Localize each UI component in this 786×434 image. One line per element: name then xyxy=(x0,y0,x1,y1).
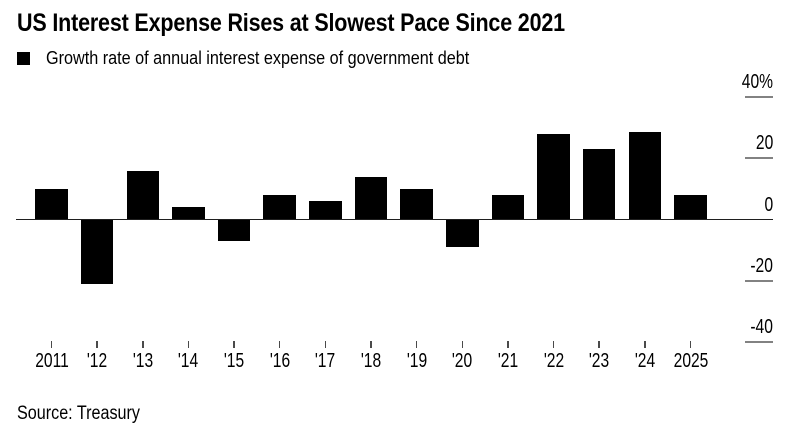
bar xyxy=(35,188,68,220)
x-axis-label: '24 xyxy=(634,350,655,372)
y-axis-tick xyxy=(745,157,773,160)
bar xyxy=(400,188,433,220)
x-axis-tick xyxy=(644,341,646,348)
bar xyxy=(674,195,707,220)
x-axis-label: '19 xyxy=(406,350,427,372)
bar xyxy=(309,201,342,220)
y-axis-label: 0 xyxy=(764,193,773,216)
bar xyxy=(491,195,525,220)
x-axis-label: '17 xyxy=(315,350,336,372)
x-axis-tick xyxy=(415,341,418,348)
x-axis-label: 2025 xyxy=(673,350,708,372)
x-axis-tick xyxy=(142,341,144,348)
y-axis-tick xyxy=(745,279,773,282)
y-axis-label: 40% xyxy=(741,71,773,94)
chart-title: US Interest Expense Rises at Slowest Pac… xyxy=(17,9,565,37)
x-axis-tick xyxy=(552,341,555,348)
bar xyxy=(446,219,479,247)
x-axis-tick xyxy=(324,341,327,348)
x-axis-tick xyxy=(187,341,190,348)
bar xyxy=(126,170,159,220)
legend-swatch-icon xyxy=(17,51,30,65)
x-axis-label: '20 xyxy=(452,350,473,372)
y-axis-label: 20 xyxy=(755,132,773,155)
x-axis-tick xyxy=(370,341,372,348)
x-axis-label: '16 xyxy=(269,350,290,372)
x-axis-label: '21 xyxy=(497,350,519,372)
bar xyxy=(537,133,570,220)
x-axis-label: '23 xyxy=(589,350,610,372)
x-axis-label: 2011 xyxy=(34,350,69,372)
x-axis-label: '18 xyxy=(360,350,382,372)
zero-axis-line xyxy=(16,218,773,221)
x-axis-label: '22 xyxy=(543,350,564,372)
x-axis-tick xyxy=(96,341,98,348)
bar xyxy=(354,176,388,220)
source-note: Source: Treasury xyxy=(17,403,140,424)
bar xyxy=(628,132,662,220)
x-axis-label: '12 xyxy=(86,350,108,372)
bar xyxy=(217,219,251,241)
x-axis-tick xyxy=(689,341,692,348)
x-axis-tick xyxy=(278,341,281,348)
x-axis-label: '13 xyxy=(132,350,153,372)
legend: Growth rate of annual interest expense o… xyxy=(17,49,516,67)
bar xyxy=(80,219,114,284)
x-axis-tick xyxy=(598,341,600,348)
bar xyxy=(172,207,205,220)
x-axis-tick xyxy=(50,341,53,348)
y-axis-tick xyxy=(745,340,773,343)
x-axis-tick xyxy=(461,341,463,348)
bar xyxy=(582,149,616,220)
x-axis-label: '15 xyxy=(223,350,245,372)
y-axis-label: -20 xyxy=(750,254,773,277)
x-axis-label: '14 xyxy=(178,350,199,372)
y-axis-label: -40 xyxy=(750,315,773,338)
legend-label: Growth rate of annual interest expense o… xyxy=(46,48,470,68)
x-axis-tick xyxy=(233,341,235,348)
bar xyxy=(263,195,296,220)
y-axis-tick xyxy=(745,96,773,99)
x-axis-tick xyxy=(507,341,509,348)
